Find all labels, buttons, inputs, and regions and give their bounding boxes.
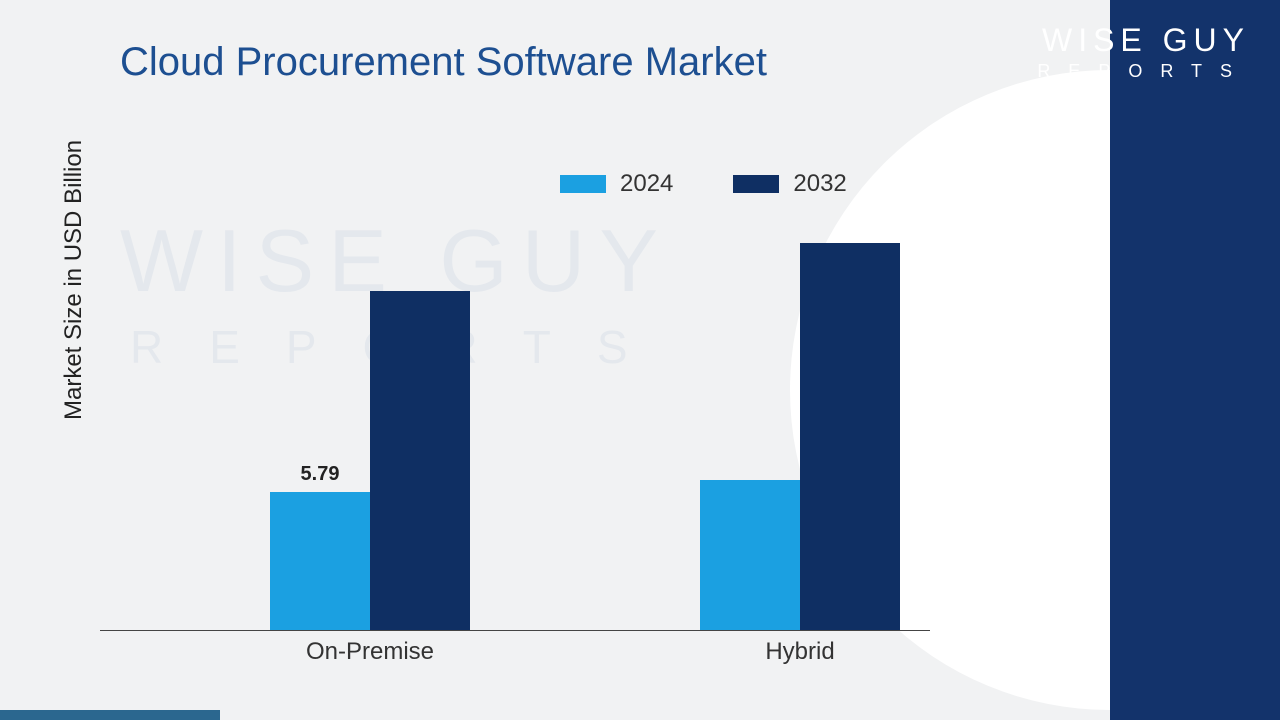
canvas: WISE GUY REPORTS WISE GUY REPORTS Cloud …	[0, 0, 1280, 720]
y-axis-label: Market Size in USD Billion	[60, 140, 88, 420]
legend-item-2024: 2024	[560, 170, 673, 198]
legend-label-2032: 2032	[793, 170, 846, 198]
legend-label-2024: 2024	[620, 170, 673, 198]
legend-swatch-2024	[560, 175, 606, 193]
bar-value-label: 5.79	[301, 463, 340, 486]
bar	[270, 492, 370, 630]
brand-logo: WISE GUY REPORTS	[1037, 22, 1250, 82]
x-tick-label: On-Premise	[306, 638, 434, 666]
right-band	[1110, 0, 1280, 720]
bar-group	[700, 243, 900, 630]
bar	[700, 480, 800, 631]
bar	[370, 291, 470, 630]
plot-area: On-PremiseHybrid5.79	[100, 200, 930, 660]
legend-swatch-2032	[733, 175, 779, 193]
logo-line-2: REPORTS	[1037, 61, 1250, 82]
legend: 2024 2032	[560, 170, 847, 198]
bar	[800, 243, 900, 630]
footer-accent-bar	[0, 710, 220, 720]
chart-title: Cloud Procurement Software Market	[120, 40, 767, 85]
legend-item-2032: 2032	[733, 170, 846, 198]
x-axis-line	[100, 630, 930, 631]
bar-group	[270, 291, 470, 630]
x-tick-label: Hybrid	[765, 638, 834, 666]
logo-line-1: WISE GUY	[1037, 22, 1250, 59]
